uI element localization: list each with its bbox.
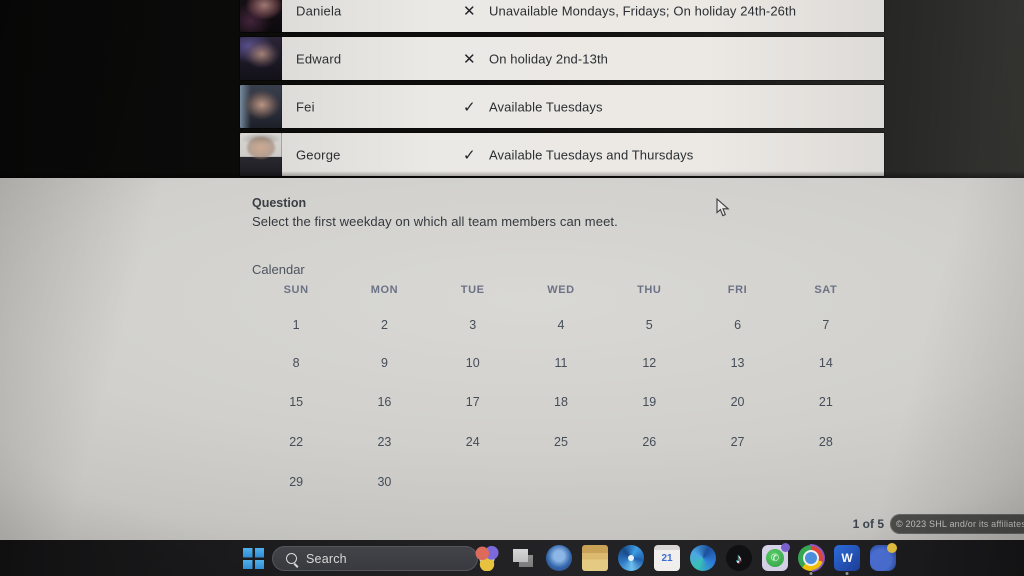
windows-start-icon[interactable]	[243, 548, 264, 569]
pagination: 1 of 5	[852, 517, 884, 531]
calendar-date-8[interactable]: 8	[292, 356, 300, 370]
calendar-date-7[interactable]: 7	[822, 318, 830, 332]
calendar-date-29[interactable]: 29	[289, 475, 304, 489]
availability-detail: Available Tuesdays	[489, 99, 603, 114]
calendar-date-12[interactable]: 12	[642, 356, 657, 370]
availability-detail: On holiday 2nd-13th	[489, 51, 608, 66]
calendar-day-headers: SUN MON TUE WED THU FRI SAT	[252, 284, 870, 296]
calendar-date-20[interactable]: 20	[730, 394, 745, 409]
search-placeholder: Search	[306, 551, 347, 566]
row-card: George ✓ Available Tuesdays and Thursday…	[282, 133, 884, 176]
calendar-date-1[interactable]: 1	[292, 318, 300, 332]
calendar-date-21[interactable]: 21	[818, 394, 833, 409]
calendar-date-5[interactable]: 5	[645, 318, 653, 332]
calendar-date-10[interactable]: 10	[465, 356, 480, 370]
avatar	[240, 37, 282, 80]
calendar-date-28[interactable]: 28	[818, 434, 833, 449]
availability-detail: Unavailable Mondays, Fridays; On holiday…	[489, 3, 797, 18]
member-name: Fei	[296, 99, 315, 114]
calendar-date-22[interactable]: 22	[289, 434, 304, 449]
member-name: Daniela	[296, 3, 342, 18]
calendar-grid: 1 2 3 4 5 6 7 8 9 10 11 12 13 14 15 16 1…	[252, 306, 870, 502]
question-panel: Question Select the first weekday on whi…	[0, 178, 1024, 540]
calendar-date-16[interactable]: 16	[377, 394, 392, 409]
unavailable-icon: ✕	[463, 50, 476, 68]
row-card: Edward ✕ On holiday 2nd-13th	[282, 37, 884, 80]
table-row: Edward ✕ On holiday 2nd-13th	[0, 37, 1024, 80]
calendar-date-13[interactable]: 13	[730, 356, 745, 370]
calendar-date-4[interactable]: 4	[557, 318, 565, 332]
calendar-date-19[interactable]: 19	[642, 394, 657, 409]
store-icon[interactable]	[546, 545, 572, 571]
availability-detail: Available Tuesdays and Thursdays	[489, 147, 694, 162]
calendar-date-14[interactable]: 14	[818, 356, 833, 370]
table-row: Daniela ✕ Unavailable Mondays, Fridays; …	[0, 0, 1024, 32]
table-row: Fei ✓ Available Tuesdays	[0, 85, 1024, 128]
available-icon: ✓	[463, 146, 476, 164]
people-app-icon[interactable]	[474, 545, 500, 571]
day-header-mon: MON	[370, 284, 399, 296]
calendar-date-18[interactable]: 18	[554, 394, 568, 409]
question-label: Question	[252, 196, 307, 210]
notification-badge	[781, 543, 790, 552]
tiktok-icon[interactable]: ♪	[726, 545, 752, 571]
calendar-date-26[interactable]: 26	[642, 434, 657, 449]
team-table-section: Daniela ✕ Unavailable Mondays, Fridays; …	[0, 0, 1024, 178]
calendar-date-17[interactable]: 17	[465, 394, 480, 409]
calendar-date-30[interactable]: 30	[377, 475, 392, 489]
teams-icon[interactable]	[870, 543, 897, 571]
unavailable-icon: ✕	[463, 2, 476, 20]
chrome-icon[interactable]	[798, 545, 824, 575]
calendar-date-25[interactable]: 25	[554, 434, 568, 449]
whatsapp-icon[interactable]: ✆	[762, 543, 790, 571]
row-card: Daniela ✕ Unavailable Mondays, Fridays; …	[282, 0, 884, 32]
day-header-sat: SAT	[814, 284, 838, 296]
file-explorer-icon[interactable]	[582, 545, 608, 571]
member-name: George	[296, 147, 341, 162]
avatar	[240, 133, 282, 176]
calendar-date-11[interactable]: 11	[554, 356, 568, 370]
available-icon: ✓	[463, 98, 476, 116]
avatar	[240, 0, 282, 32]
member-name: Edward	[296, 51, 342, 66]
search-icon	[286, 553, 297, 564]
calendar-date-24[interactable]: 24	[465, 434, 480, 449]
word-icon[interactable]: W	[834, 545, 860, 575]
day-header-wed: WED	[547, 284, 575, 296]
day-header-tue: TUE	[460, 284, 485, 296]
running-indicator	[809, 572, 813, 575]
calendar-app-icon[interactable]: 21	[654, 545, 680, 571]
calendar-date-6[interactable]: 6	[734, 318, 742, 332]
calendar-date-2[interactable]: 2	[380, 318, 388, 332]
calendar-date-27[interactable]: 27	[730, 434, 745, 449]
photos-icon[interactable]	[618, 545, 644, 571]
edge-icon[interactable]	[690, 545, 716, 571]
day-header-thu: THU	[637, 284, 662, 296]
calendar-date-23[interactable]: 23	[377, 434, 392, 449]
question-text: Select the first weekday on which all te…	[252, 214, 618, 229]
day-header-sun: SUN	[283, 284, 309, 296]
calendar-date-9[interactable]: 9	[380, 356, 388, 370]
task-view-icon[interactable]	[510, 545, 536, 571]
calendar-label: Calendar	[252, 262, 305, 277]
copyright-badge: © 2023 SHL and/or its affiliates	[890, 514, 1024, 534]
taskbar: Search 21 ♪ ✆ W	[0, 540, 1024, 576]
avatar	[240, 85, 282, 128]
calendar-date-15[interactable]: 15	[289, 394, 304, 409]
calendar-date-3[interactable]: 3	[469, 318, 477, 332]
row-card: Fei ✓ Available Tuesdays	[282, 85, 884, 128]
search-input[interactable]: Search	[272, 546, 478, 571]
running-indicator	[845, 572, 849, 575]
mouse-cursor-icon	[716, 198, 730, 217]
day-header-fri: FRI	[727, 284, 748, 296]
table-row: George ✓ Available Tuesdays and Thursday…	[0, 133, 1024, 176]
